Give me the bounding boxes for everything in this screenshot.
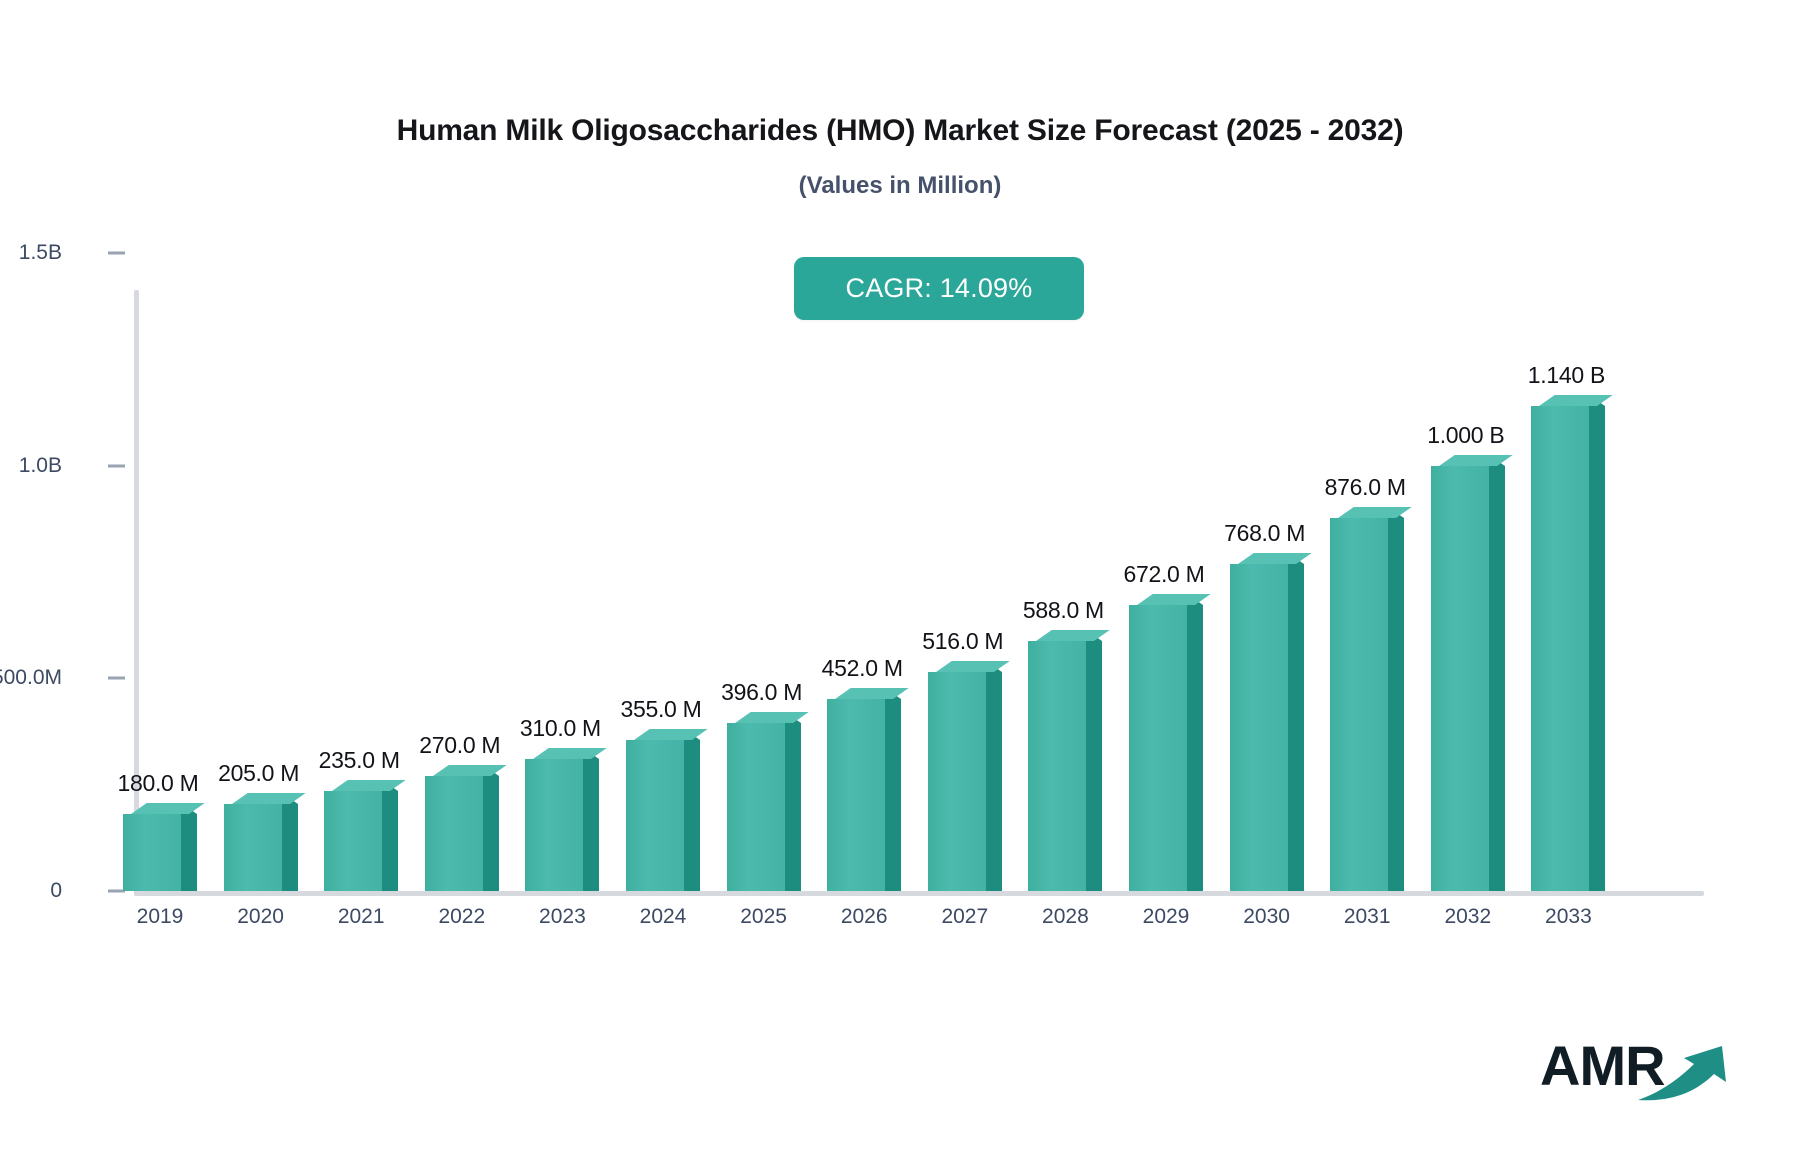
bar-side-face [1287, 553, 1304, 891]
bar-value-label: 310.0 M [519, 715, 601, 742]
bar-front-face [726, 722, 785, 891]
bar-value-label: 588.0 M [1022, 596, 1104, 623]
amr-logo-text: AMR [1540, 1034, 1666, 1097]
bar [123, 803, 205, 891]
bar [1028, 629, 1111, 891]
bar-front-face [324, 791, 383, 891]
bar [1531, 395, 1614, 891]
bar-value-label: 672.0 M [1123, 561, 1205, 588]
bar [1129, 594, 1211, 891]
bar-side-face [1086, 629, 1103, 891]
y-axis-tick-label: 1.0B [18, 453, 62, 477]
bar-value-label: 180.0 M [117, 770, 199, 797]
x-axis-tick-label: 2028 [1042, 905, 1089, 928]
bar-value-label: 396.0 M [721, 678, 803, 705]
x-axis-tick-label: 2019 [136, 905, 184, 928]
x-axis-tick-label: 2025 [740, 905, 787, 928]
bar [1430, 454, 1513, 891]
bar-side-face [1187, 594, 1203, 891]
bar-value-label: 235.0 M [318, 747, 400, 774]
bar-value-label: 355.0 M [620, 696, 702, 722]
x-axis-tick-label: 2029 [1142, 905, 1190, 928]
bar-value-label: 1.140 B [1527, 362, 1605, 389]
y-axis-line [134, 290, 139, 896]
bar-front-face [424, 776, 483, 891]
bar-front-face [1229, 564, 1288, 891]
x-axis-tick-label: 2030 [1243, 905, 1290, 928]
bar-value-label: 270.0 M [419, 732, 501, 759]
x-axis-tick-label: 2022 [438, 905, 486, 928]
bar [223, 792, 306, 891]
bar-front-face [123, 814, 181, 891]
bar-side-face [985, 660, 1002, 891]
page-title: Human Milk Oligosaccharides (HMO) Market… [396, 114, 1404, 147]
bar-front-face [1430, 465, 1489, 891]
x-axis-tick-label: 2026 [840, 905, 888, 928]
y-axis-tick-mark [108, 464, 125, 468]
bar [726, 711, 809, 891]
bar-value-label: 876.0 M [1324, 474, 1406, 501]
bar-front-face [1028, 640, 1087, 891]
bar-front-face [1129, 605, 1187, 891]
bar [827, 687, 909, 891]
y-axis-tick-mark [108, 889, 125, 893]
x-axis-tick-label: 2032 [1444, 905, 1492, 928]
bar-value-label: 205.0 M [218, 759, 300, 786]
bar-value-label: 516.0 M [922, 627, 1004, 654]
bar [525, 748, 608, 891]
y-axis-tick-mark [108, 676, 125, 680]
bar [1229, 553, 1312, 891]
y-axis-tick-label: 500.0M [0, 666, 62, 690]
bar-value-label: 1.000 B [1427, 421, 1505, 448]
y-axis-tick-label: 0 [50, 879, 62, 902]
bar-front-face [1330, 518, 1389, 891]
x-axis-tick-label: 2021 [337, 905, 385, 928]
bar-side-face [885, 687, 902, 891]
bar-value-label: 768.0 M [1224, 520, 1306, 547]
bar [424, 765, 507, 891]
trend-up-arrow-icon [1638, 1046, 1726, 1101]
bar-front-face [626, 740, 684, 891]
bar-side-face [181, 803, 197, 891]
x-axis-tick-label: 2033 [1545, 905, 1592, 928]
bar-side-face [583, 748, 600, 891]
bar-side-face [1488, 454, 1505, 891]
x-axis-tick-label: 2020 [237, 905, 284, 928]
bar-side-face [281, 792, 298, 891]
bar-front-face [223, 803, 282, 891]
bar-front-face [1531, 406, 1590, 891]
y-axis-tick-label: 1.5B [18, 241, 62, 264]
bar [626, 729, 708, 891]
page-subtitle: (Values in Million) [798, 172, 1002, 199]
bar [324, 780, 406, 891]
bar-front-face [827, 698, 886, 891]
x-axis-tick-label: 2031 [1343, 905, 1391, 928]
bar [927, 660, 1010, 891]
x-axis-line [134, 891, 1704, 896]
bar [1330, 507, 1412, 891]
bar-front-face [927, 671, 986, 891]
bar-front-face [525, 759, 584, 891]
x-axis-tick-label: 2023 [539, 905, 586, 928]
bar-side-face [684, 729, 700, 891]
cagr-badge: CAGR: 14.09% [794, 257, 1084, 320]
bar-side-face [1589, 395, 1606, 891]
bar-side-face [382, 780, 399, 891]
y-axis-tick-mark [108, 251, 125, 255]
bar-side-face [482, 765, 499, 891]
bar-value-label: 452.0 M [821, 654, 903, 681]
bar-side-face [1388, 507, 1405, 891]
bar-side-face [784, 711, 801, 891]
x-axis-tick-label: 2024 [639, 905, 687, 928]
x-axis-tick-label: 2027 [941, 905, 989, 928]
amr-logo: AMR [1540, 1032, 1730, 1114]
